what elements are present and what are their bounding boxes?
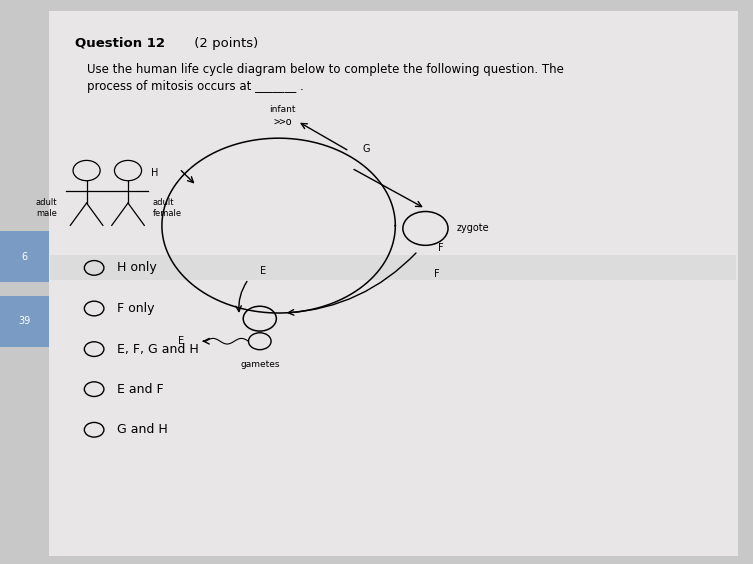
Text: zygote: zygote	[457, 223, 489, 233]
Text: E: E	[261, 266, 267, 276]
Text: >>o: >>o	[273, 117, 291, 127]
Text: G: G	[363, 144, 370, 155]
Text: adult
female: adult female	[152, 199, 181, 218]
Text: 39: 39	[18, 316, 30, 327]
FancyBboxPatch shape	[49, 11, 738, 556]
FancyBboxPatch shape	[0, 231, 49, 282]
Text: E and F: E and F	[117, 382, 163, 396]
Text: F: F	[437, 243, 444, 253]
FancyBboxPatch shape	[0, 296, 49, 347]
Text: 6: 6	[21, 252, 27, 262]
Text: gametes: gametes	[240, 360, 279, 369]
Text: G and H: G and H	[117, 423, 167, 437]
Text: Question 12: Question 12	[75, 37, 166, 50]
FancyBboxPatch shape	[50, 255, 736, 280]
Text: infant: infant	[269, 105, 296, 114]
Text: process of mitosis occurs at _______ .: process of mitosis occurs at _______ .	[87, 80, 303, 93]
Text: E: E	[178, 336, 184, 346]
Text: H: H	[151, 168, 158, 178]
Text: (2 points): (2 points)	[190, 37, 258, 50]
Text: Use the human life cycle diagram below to complete the following question. The: Use the human life cycle diagram below t…	[87, 63, 563, 76]
Text: E, F, G and H: E, F, G and H	[117, 342, 199, 356]
Text: F only: F only	[117, 302, 154, 315]
Text: H only: H only	[117, 261, 157, 275]
Text: adult
male: adult male	[35, 199, 56, 218]
Text: F: F	[434, 268, 440, 279]
